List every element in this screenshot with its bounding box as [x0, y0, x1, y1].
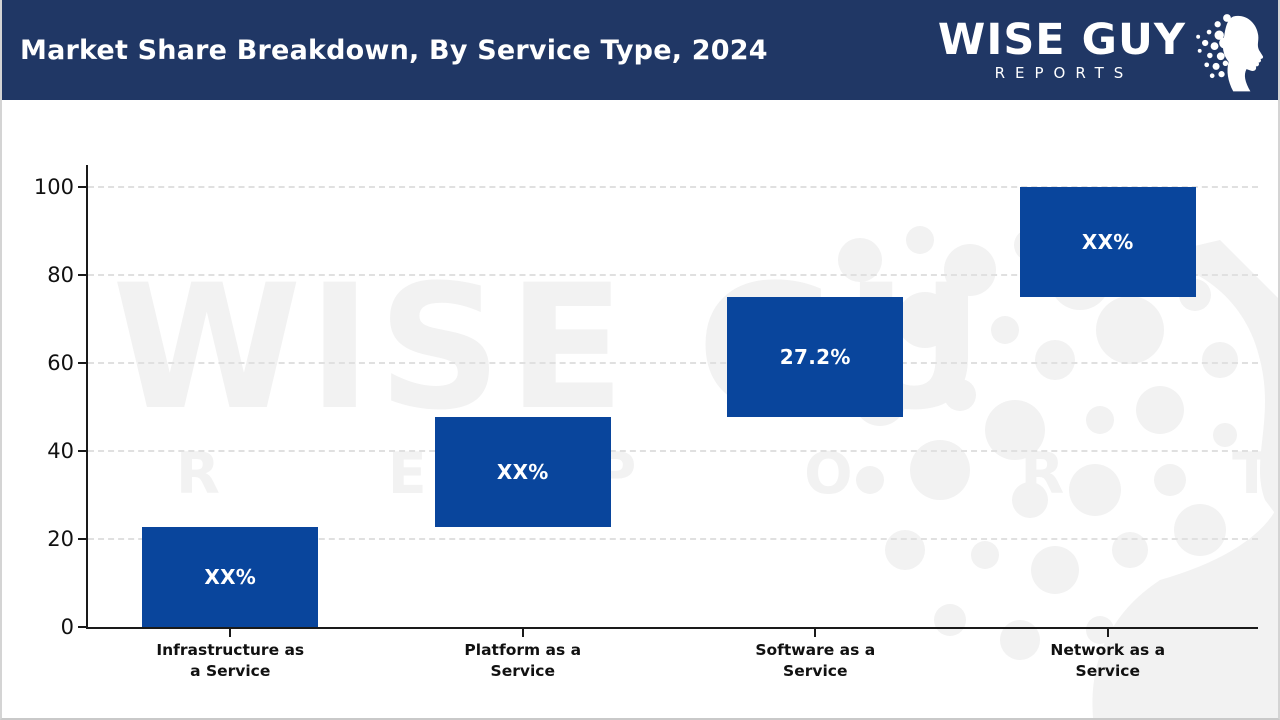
y-tick-label-20: 20: [47, 527, 74, 551]
x-tick-1: [229, 629, 232, 637]
x-category-label-1: Infrastructure as a Service: [156, 641, 305, 680]
y-axis-spine: [86, 165, 88, 629]
logo-tagline: REPORTS: [994, 64, 1134, 82]
x-category-label-2: Platform as a Service: [464, 641, 582, 680]
x-category-label-3: Software as a Service: [755, 641, 876, 680]
bar-value-label-4: XX%: [1081, 230, 1134, 255]
bar-value-label-3: 27.2%: [779, 345, 851, 370]
bar-value-label-1: XX%: [204, 565, 257, 590]
logo-text: WISE GUY REPORTS: [938, 19, 1186, 81]
x-category-label-4: Network as a Service: [1050, 641, 1166, 680]
y-tick-40: [78, 450, 86, 452]
y-tick-label-80: 80: [47, 263, 74, 287]
bar-4[interactable]: XX%: [1019, 187, 1196, 298]
y-tick-label-60: 60: [47, 351, 74, 375]
y-tick-label-100: 100: [33, 175, 74, 199]
y-tick-label-0: 0: [60, 615, 74, 639]
bar-3[interactable]: 27.2%: [727, 297, 904, 418]
y-tick-20: [78, 538, 86, 540]
bar-value-label-2: XX%: [496, 460, 549, 485]
y-tick-100: [78, 186, 86, 188]
logo-name: WISE GUY: [937, 15, 1186, 65]
y-tick-60: [78, 362, 86, 364]
gridline-y60: [88, 362, 1258, 364]
gridline-y20: [88, 538, 1258, 540]
y-tick-80: [78, 274, 86, 276]
x-axis-spine: [86, 627, 1258, 629]
bar-1[interactable]: XX%: [142, 527, 319, 627]
y-tick-label-40: 40: [47, 439, 74, 463]
y-tick-0: [78, 626, 86, 628]
bar-2[interactable]: XX%: [434, 417, 611, 528]
wise-guy-reports-logo: WISE GUY REPORTS: [938, 0, 1280, 100]
gridline-y80: [88, 274, 1258, 276]
x-tick-2: [521, 629, 524, 637]
logo-face-icon: [1196, 14, 1264, 92]
x-tick-3: [814, 629, 817, 637]
header: Market Share Breakdown, By Service Type,…: [0, 0, 1280, 100]
gridline-y40: [88, 450, 1258, 452]
x-tick-4: [1106, 629, 1109, 637]
chart-title: Market Share Breakdown, By Service Type,…: [20, 34, 768, 66]
gridline-y100: [88, 186, 1258, 188]
